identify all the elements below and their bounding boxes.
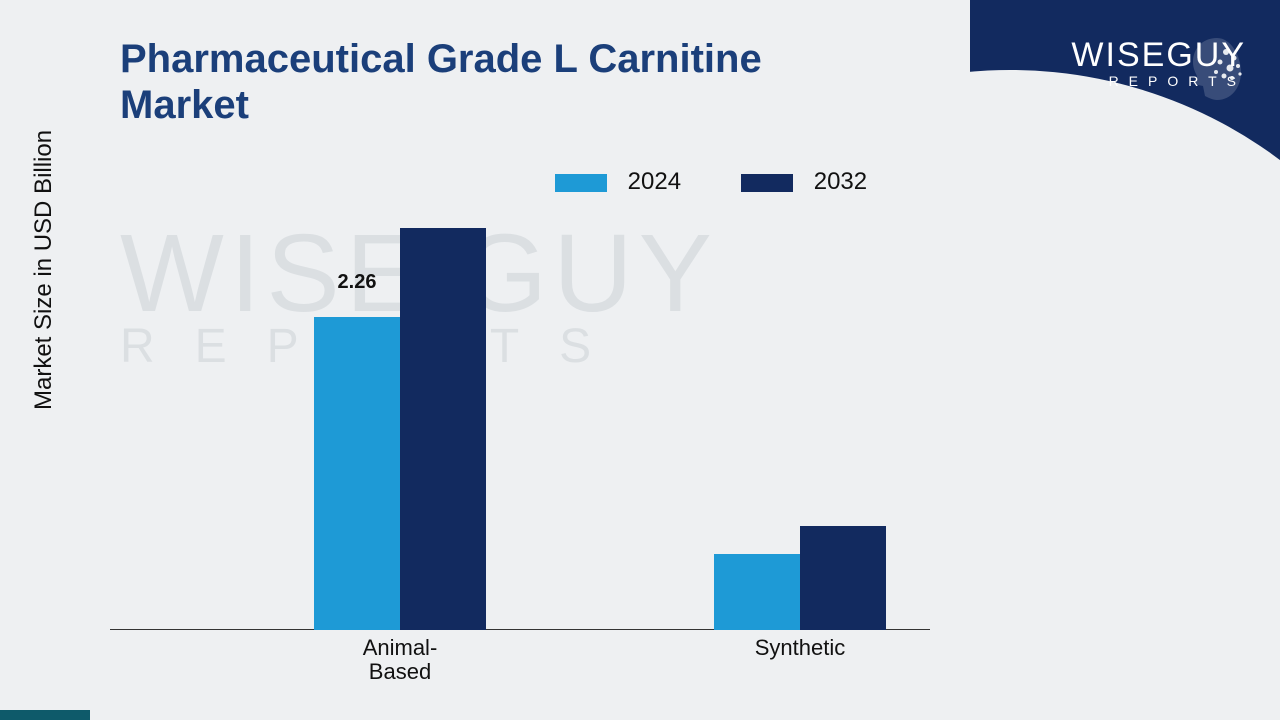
bar-value-animal-2024: 2.26 (338, 271, 377, 294)
brainhead-icon (1182, 34, 1252, 104)
plot-area: 2.26Animal-BasedSynthetic (110, 214, 930, 630)
legend-item-2024: 2024 (555, 168, 681, 196)
bar-animal-2032 (400, 228, 486, 630)
bottom-accent-bar (0, 710, 90, 720)
legend-swatch-2032 (741, 174, 793, 192)
legend-label-2024: 2024 (628, 168, 681, 195)
brand-logo: WISEGUY REPORTS (1071, 36, 1246, 89)
x-label-animal: Animal-Based (270, 630, 530, 684)
legend-item-2032: 2032 (741, 168, 867, 196)
chart-title: Pharmaceutical Grade L Carnitine Market (120, 36, 860, 128)
y-axis-label: Market Size in USD Billion (30, 130, 58, 410)
x-label-synthetic: Synthetic (670, 630, 930, 660)
bar-animal-2024 (314, 317, 400, 630)
legend-label-2032: 2032 (814, 168, 867, 195)
bar-synthetic-2024 (714, 554, 800, 630)
legend-swatch-2024 (555, 174, 607, 192)
legend: 2024 2032 (555, 168, 867, 196)
chart-card: WISE GUY REPORTS Pharmaceutical Grade L … (0, 0, 1280, 720)
bar-synthetic-2032 (800, 526, 886, 630)
